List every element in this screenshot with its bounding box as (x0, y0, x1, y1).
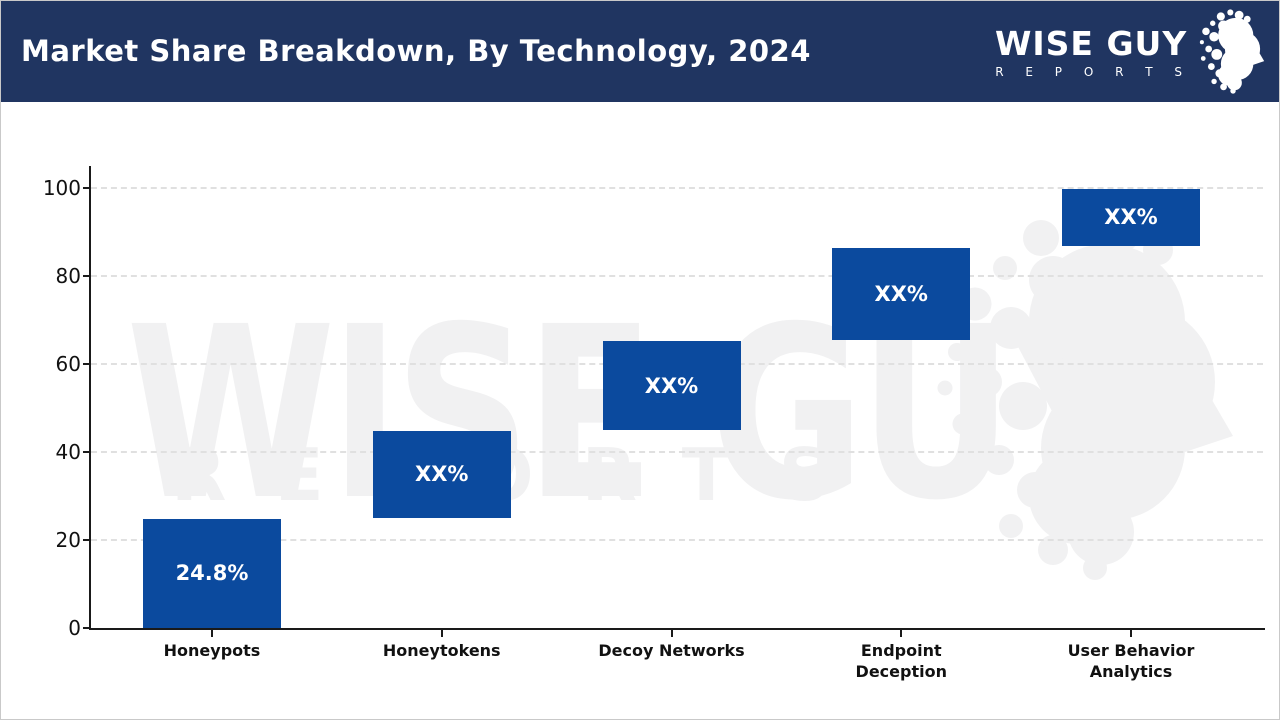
x-axis-label-honeypots: Honeypots (163, 641, 261, 660)
y-tick-mark-60 (83, 363, 90, 365)
brand-face-icon (1199, 9, 1265, 94)
bar-endpoint-deception: XX% (832, 247, 971, 340)
brand-logo-text: WISE GUY R E P O R T S (991, 24, 1191, 79)
x-axis-label-honeytokens: Honeytokens (382, 641, 501, 660)
gridline-100 (91, 187, 1263, 189)
bar-honeypots: 24.8% (143, 518, 281, 628)
y-tick-mark-20 (83, 539, 90, 541)
chart-title: Market Share Breakdown, By Technology, 2… (21, 34, 811, 68)
y-tick-mark-100 (83, 187, 90, 189)
gridline-40 (91, 451, 1263, 453)
x-axis-line (89, 628, 1265, 630)
x-tick-mark-honeytokens (440, 630, 443, 637)
x-tick-mark-user-behavior-analytics (1130, 630, 1132, 637)
watermark-face-icon (937, 206, 1233, 580)
y-tick-mark-40 (83, 451, 90, 453)
bar-honeytokens: XX% (372, 430, 511, 518)
y-tick-mark-80 (83, 275, 90, 277)
bar-value-label-user-behavior-analytics: XX% (1104, 205, 1158, 230)
brand-name: WISE GUY (994, 23, 1188, 63)
y-axis-line (89, 166, 91, 630)
x-tick-mark-decoy-networks (670, 630, 673, 637)
x-tick-mark-endpoint-deception (900, 630, 903, 637)
bar-user-behavior-analytics: XX% (1062, 188, 1200, 247)
bar-value-label-decoy-networks: XX% (644, 373, 699, 398)
y-tick-mark-0 (83, 627, 90, 629)
x-axis-label-endpoint-deception: Endpoint Deception (855, 641, 947, 681)
bar-value-label-honeytokens: XX% (415, 462, 469, 487)
y-tick-label-0: 0 (68, 616, 81, 640)
bar-value-label-honeypots: 24.8% (175, 561, 249, 586)
y-tick-label-60: 60 (55, 352, 81, 376)
y-tick-label-20: 20 (55, 528, 81, 552)
x-tick-mark-honeypots (211, 630, 213, 637)
bar-value-label-endpoint-deception: XX% (874, 281, 928, 306)
bar-decoy-networks: XX% (602, 341, 741, 430)
y-tick-label-100: 100 (42, 176, 81, 200)
brand-subname: R E P O R T S (995, 64, 1191, 79)
brand-logo: WISE GUY R E P O R T S (991, 7, 1269, 95)
header-bar: Market Share Breakdown, By Technology, 2… (1, 1, 1279, 102)
gridline-80 (91, 275, 1263, 277)
gridline-20 (91, 539, 1263, 541)
x-axis-label-user-behavior-analytics: User Behavior Analytics (1067, 641, 1195, 681)
x-axis-label-decoy-networks: Decoy Networks (598, 641, 745, 660)
y-tick-label-80: 80 (55, 264, 81, 288)
y-tick-label-40: 40 (55, 440, 81, 464)
